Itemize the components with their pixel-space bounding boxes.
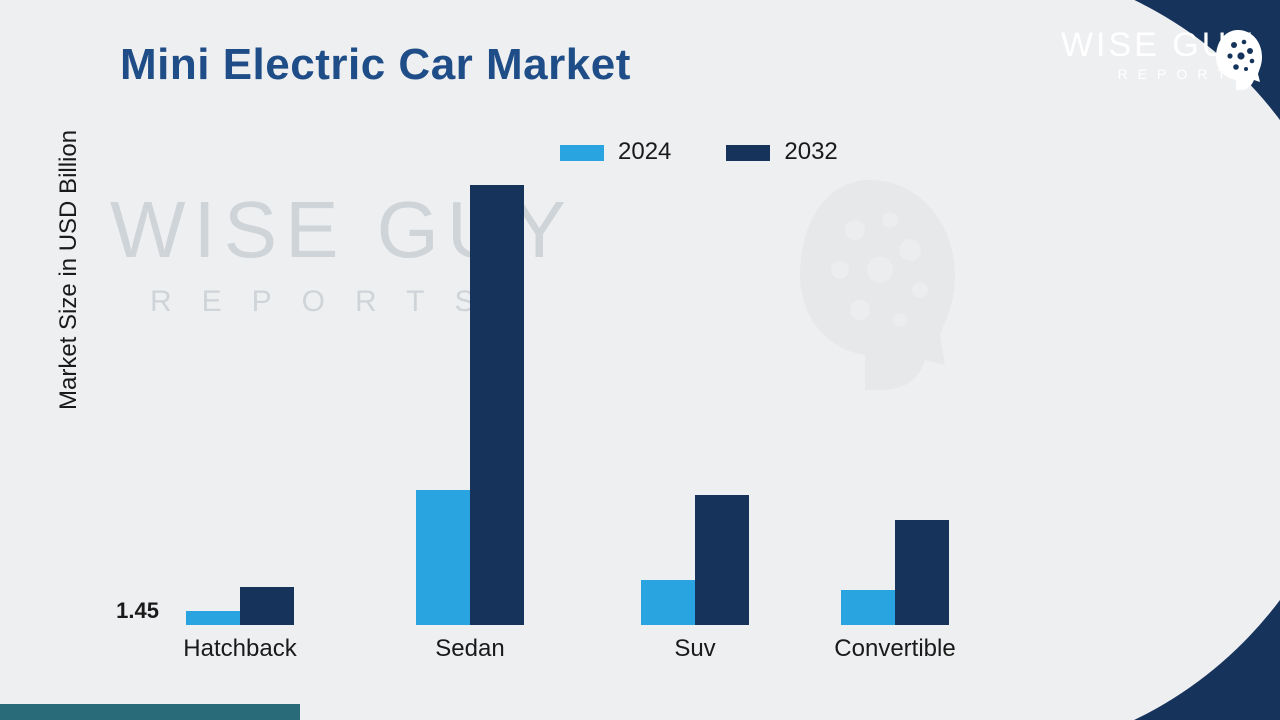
legend-item-2032: 2032 <box>726 138 837 166</box>
bar <box>240 587 294 625</box>
category-label: Convertible <box>795 635 995 663</box>
bar <box>841 590 895 625</box>
category-label: Hatchback <box>140 635 340 663</box>
y-axis-label: Market Size in USD Billion <box>55 130 83 410</box>
legend-item-2024: 2024 <box>560 138 671 166</box>
category-label: Sedan <box>370 635 570 663</box>
plot-area: Hatchback1.45SedanSuvConvertible <box>130 185 940 625</box>
bottom-accent-bar <box>0 704 300 720</box>
bar <box>470 185 524 625</box>
legend-swatch-2024 <box>560 145 604 161</box>
bar <box>895 520 949 625</box>
chart-stage: Mini Electric Car Market WISE GUY REPORT… <box>0 0 1280 720</box>
brand-logo: WISE GUY REPORTS <box>1061 28 1255 82</box>
bar <box>416 490 470 625</box>
bar <box>695 495 749 625</box>
category-label: Suv <box>595 635 795 663</box>
bar <box>641 580 695 625</box>
bar <box>186 611 240 626</box>
legend-label-2024: 2024 <box>618 138 671 165</box>
legend-label-2032: 2032 <box>784 138 837 165</box>
brand-logo-head-icon <box>1210 28 1265 93</box>
value-label: 1.45 <box>116 598 159 624</box>
legend: 2024 2032 <box>560 138 838 166</box>
chart-title: Mini Electric Car Market <box>120 40 631 90</box>
legend-swatch-2032 <box>726 145 770 161</box>
